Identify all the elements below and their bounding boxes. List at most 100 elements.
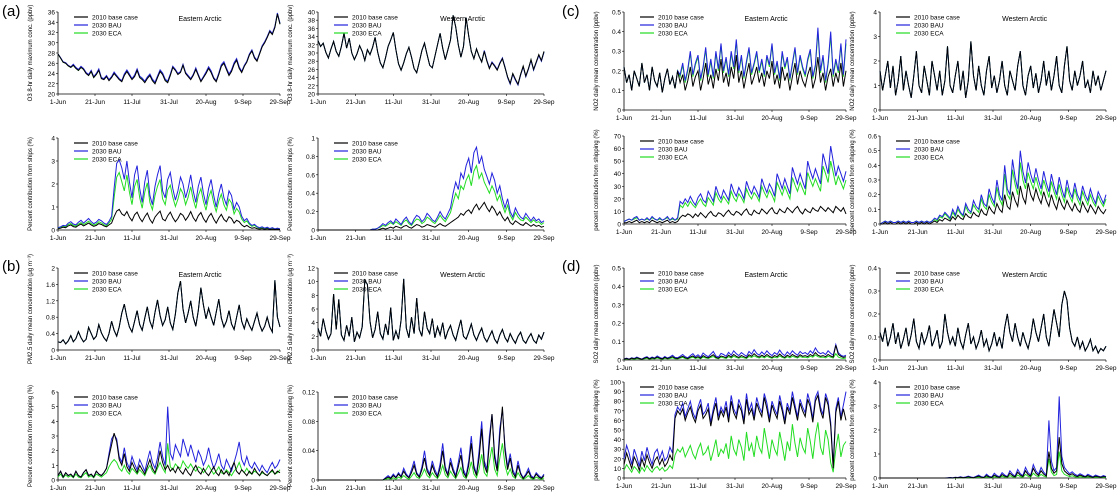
legend-entry: 2030 ECA [92,30,122,37]
y-tick-label: 0.4 [46,331,55,338]
x-tick-label: 20-Aug [1020,229,1041,236]
y-tick-label: 4 [51,136,55,143]
legend-entry: 2030 ECA [352,410,382,417]
y-tick-label: 24 [308,75,316,82]
x-tick-label: 11-Jul [385,99,403,106]
legend-entry: 2030 ECA [914,30,944,37]
y-tick-label: 0 [51,348,55,355]
y-tick-label: 0.5 [612,10,621,17]
y-tick-label: 2 [51,448,55,455]
y-tick-label: 2 [51,182,55,189]
x-tick-label: 9-Sep [498,99,516,106]
y-tick-label: 0.1 [612,88,621,95]
y-tick-label: 2 [873,59,877,66]
y-tick-label: 20 [614,456,622,463]
x-tick-label: 31-Jul [160,485,178,492]
y-tick-label: 36 [308,26,316,33]
y-tick-label: 1 [873,83,877,90]
x-tick-label: 11-Jul [123,99,141,106]
chart-c3: 0 10 20 30 40 50 60 70 1-Jun 21-Jun 11-Jul 31-Jul 20… [594,129,857,236]
panel-label-d: (d) [562,258,581,275]
x-tick-label: 31-Jul [984,115,1002,122]
x-tick-label: 21-Jun [346,99,366,106]
y-tick-label: 0.12 [302,390,315,397]
series-line-eca [57,443,281,479]
y-tick-label: 80 [614,399,622,406]
y-tick-label: 1 [873,452,877,459]
x-tick-label: 29-Sep [534,99,555,106]
legend-entry: 2030 BAU [92,402,122,409]
y-tick-label: 22 [308,83,316,90]
x-tick-label: 21-Jun [85,99,105,106]
legend-entry: 2030 ECA [658,400,688,407]
chart-c1: 0 0.1 0.2 0.3 0.4 0.5 1-Jun 21-Jun 11-Jul 31-Jul 2… [594,10,857,123]
x-tick-label: 29-Sep [836,483,857,490]
legend-entry: 2030 BAU [352,402,382,409]
x-tick-label: 11-Jul [689,229,707,236]
y-tick-label: 0.4 [612,29,621,36]
y-tick-label: 36 [48,10,56,17]
y-tick-label: 3 [873,34,877,41]
y-tick-label: 70 [614,408,622,415]
series-line-bau [623,389,847,467]
y-tick-label: 0.1 [868,335,877,342]
x-tick-label: 11-Jul [947,483,965,490]
x-tick-label: 20-Aug [458,355,479,362]
legend-entry: 2030 ECA [914,286,944,293]
series-line-bau [623,342,847,360]
y-tick-label: 34 [308,34,316,41]
x-tick-label: 31-Jul [984,229,1002,236]
x-tick-label: 21-Jun [908,229,928,236]
x-tick-label: 9-Sep [800,115,818,122]
y-tick-label: 0.2 [612,68,621,75]
y-tick-label: 1 [51,463,55,470]
region-title: Eastern Arctic [744,16,788,23]
legend-entry: 2030 BAU [352,278,382,285]
x-tick-label: 1-Jun [310,485,327,492]
y-axis-label: O3 8-hr daily maximum conc. (ppbv) [288,5,294,102]
x-tick-label: 9-Sep [1060,483,1078,490]
legend-entry: 2030 BAU [914,146,944,153]
y-tick-label: 12 [308,266,316,273]
series-line-bau [57,158,281,230]
legend-entry: 2030 BAU [914,278,944,285]
series-line-base [57,280,281,345]
series-line-bau [879,150,1107,225]
y-tick-label: 0.04 [302,448,315,455]
y-tick-label: 0.6 [306,172,315,179]
legend-entry: 2030 BAU [352,22,382,29]
y-tick-label: 0.4 [868,266,877,273]
legend-entry: 2030 ECA [658,30,688,37]
series-line-base [57,432,281,479]
x-tick-label: 29-Sep [534,485,555,492]
series-line-eca [318,164,545,231]
y-tick-label: 32 [308,42,316,49]
y-tick-label: 4 [873,10,877,17]
x-tick-label: 29-Sep [534,235,555,242]
x-tick-label: 21-Jun [908,365,928,372]
series-line-bau [623,146,847,222]
series-line-base [879,41,1107,98]
y-axis-label: Percent contribution from ships (%) [288,137,294,231]
y-axis-label: SO2 daily mean concentration (ppbv) [594,264,600,363]
x-tick-label: 31-Jul [160,99,178,106]
y-tick-label: 0.4 [306,191,315,198]
x-tick-label: 21-Jun [908,115,928,122]
x-tick-label: 11-Jul [385,355,403,362]
y-axis-label: percent contribution from shipping (%) [594,379,600,480]
legend-entry: 2010 base case [658,384,704,391]
x-tick-label: 21-Jun [85,485,105,492]
legend-entry: 2030 BAU [92,148,122,155]
x-tick-label: 29-Sep [1096,365,1117,372]
y-tick-label: 0 [51,478,55,485]
x-tick-label: 9-Sep [800,365,818,372]
y-tick-label: 34 [48,20,56,27]
chart-b4: 0 0.04 0.08 0.12 1-Jun 21-Jun 11-Jul 31-Jul 20-A… [288,385,555,492]
chart-d1: 0 0.1 0.2 0.3 0.4 0.5 1-Jun 21-Jun 11-Jul 31-Jul 2… [594,264,857,372]
x-tick-label: 20-Aug [762,483,783,490]
y-tick-label: 8 [311,293,315,300]
x-tick-label: 11-Jul [689,365,707,372]
y-axis-label: percent contribution from shipping (%) [594,129,600,230]
y-tick-label: 0 [873,358,877,365]
